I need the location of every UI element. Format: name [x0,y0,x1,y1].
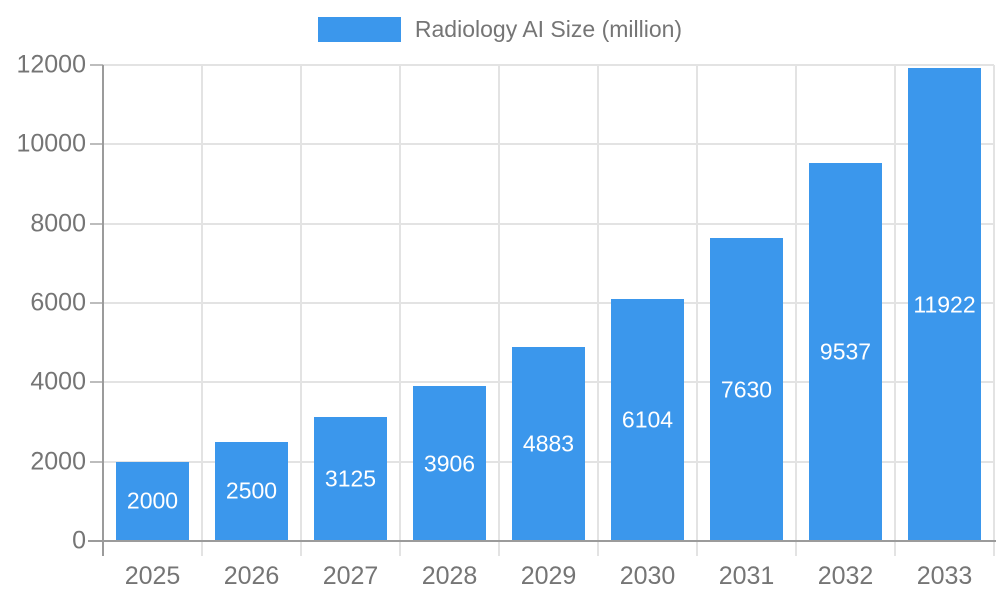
bar [809,162,882,541]
bar-value-label: 2000 [126,487,179,514]
y-axis-label: 8000 [30,209,86,238]
x-axis-label: 2027 [322,562,379,590]
category-boundary-gridline [795,65,797,556]
x-axis-label: 2029 [520,562,577,590]
y-gridline [103,143,994,146]
y-axis-label: 0 [72,526,86,555]
y-axis-tick [90,460,103,463]
bar [314,417,387,541]
bar [215,441,288,541]
y-gridline [103,222,994,225]
y-axis-label: 10000 [16,129,86,158]
y-axis-label: 12000 [16,50,86,79]
bar [512,347,585,541]
y-axis-label: 6000 [30,288,86,317]
category-boundary-gridline [894,65,896,556]
legend-swatch [317,17,401,42]
x-axis-label: 2025 [124,562,181,590]
bar [908,68,981,541]
y-axis-tick [90,143,103,146]
y-axis-label: 4000 [30,367,86,396]
bar-value-label: 3125 [324,465,377,492]
bar-value-label: 7630 [720,376,773,403]
bar [611,298,684,541]
bar-value-label: 6104 [621,406,674,433]
x-axis-label: 2030 [619,562,676,590]
bar-value-label: 9537 [819,338,872,365]
x-axis-label: 2031 [718,562,775,590]
bar-value-label: 4883 [522,430,575,457]
x-axis-line [88,540,996,542]
legend-item[interactable]: Radiology AI Size (million) [0,16,1000,43]
y-axis-tick [90,381,103,384]
bar [116,461,189,541]
y-axis-tick [90,222,103,225]
bar-value-label: 2500 [225,477,278,504]
bar [710,238,783,541]
bar [413,386,486,541]
y-axis-tick [90,64,103,66]
category-boundary-gridline [300,65,302,556]
category-boundary-gridline [201,65,203,556]
category-boundary-gridline [498,65,500,556]
category-boundary-gridline [399,65,401,556]
category-boundary-gridline [696,65,698,556]
y-gridline [103,302,994,304]
x-axis-label: 2032 [817,562,874,590]
bar-value-label: 11922 [913,291,976,318]
y-axis-tick [90,302,103,304]
x-axis-label: 2026 [223,562,280,590]
category-boundary-gridline [993,65,995,556]
y-axis-label: 2000 [30,447,86,476]
y-axis-line [102,65,104,556]
category-boundary-gridline [597,65,599,556]
legend-label: Radiology AI Size (million) [414,16,683,42]
x-axis-label: 2033 [916,562,973,590]
bar-value-label: 3906 [423,450,476,477]
y-gridline [103,64,994,66]
x-axis-label: 2028 [421,562,478,590]
